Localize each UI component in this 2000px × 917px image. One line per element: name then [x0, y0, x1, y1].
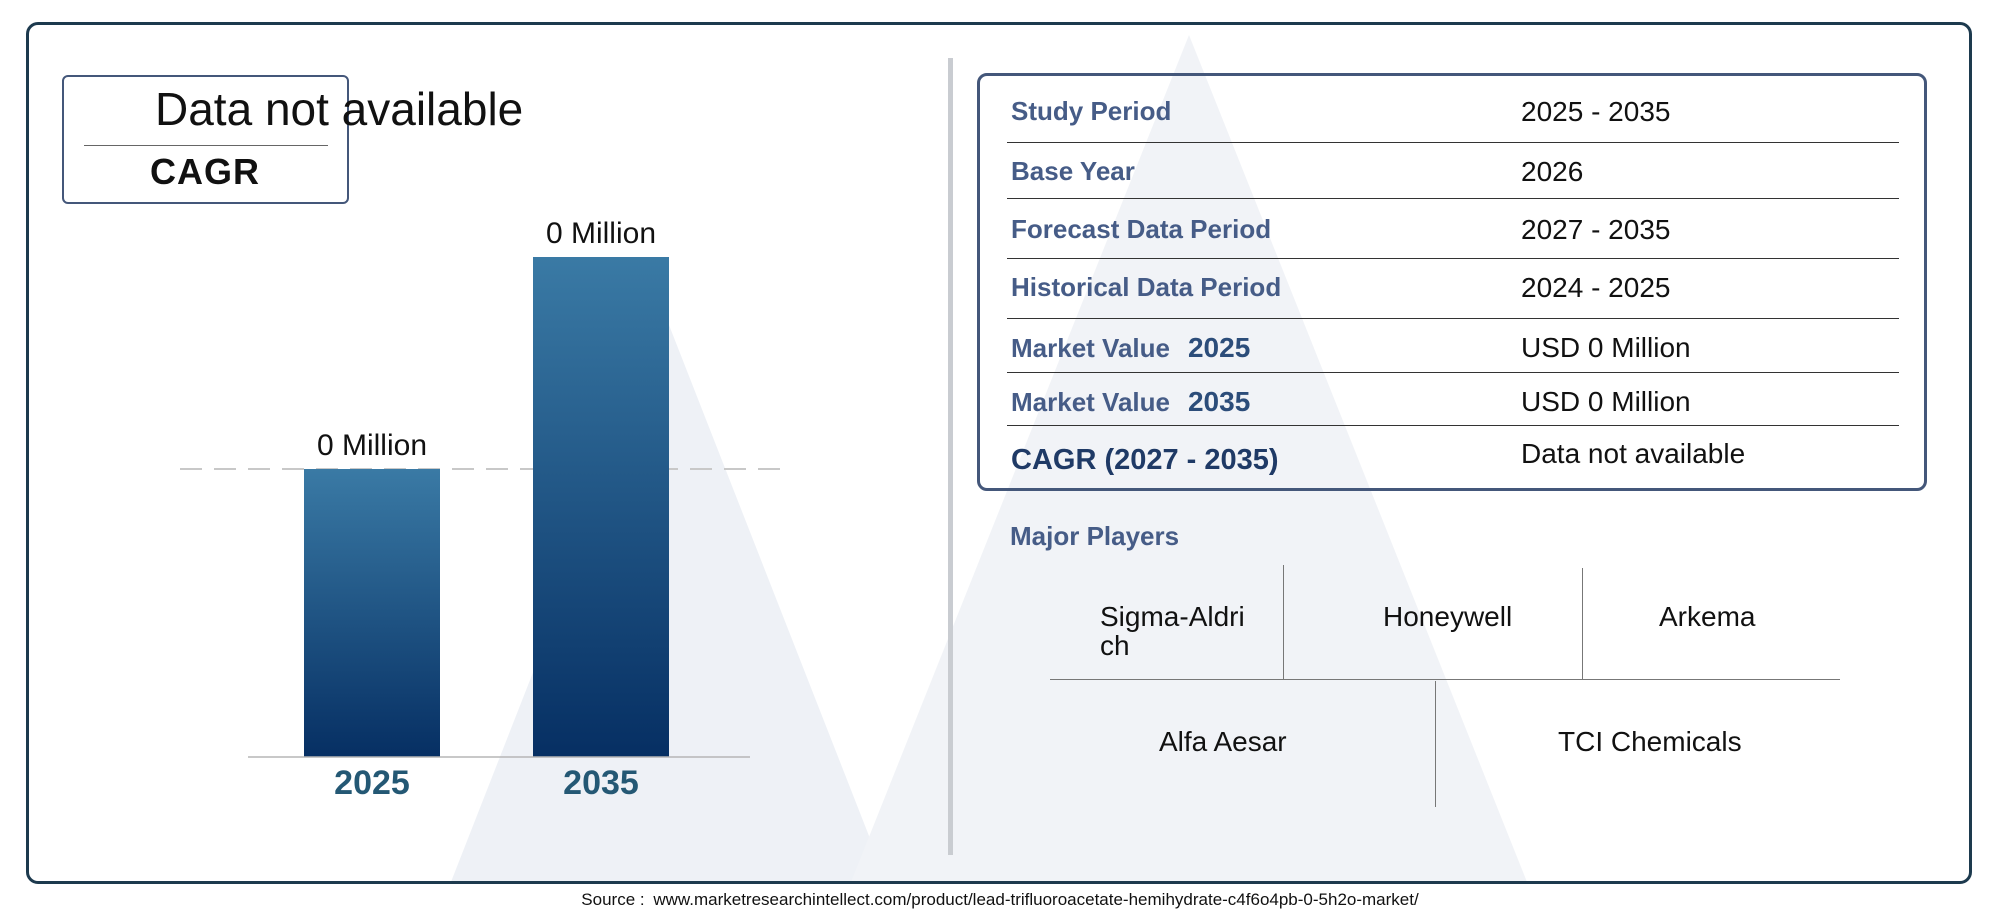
category-labels-group: 2025 2035	[334, 764, 639, 802]
player-honeywell: Honeywell	[1383, 601, 1513, 632]
vertical-divider	[948, 58, 953, 855]
grid-divider	[1283, 565, 1284, 679]
category-label-2035: 2035	[563, 764, 639, 802]
info-value: USD 0 Million	[1521, 386, 1691, 417]
player-sigma-aldrich: Sigma-Aldri ch	[1100, 601, 1245, 662]
bars-group	[304, 257, 669, 757]
info-value: Data not available	[1521, 438, 1746, 469]
grid-divider	[1582, 568, 1583, 679]
category-label-2025: 2025	[334, 764, 410, 802]
source-url: www.marketresearchintellect.com/product/…	[653, 890, 1419, 909]
info-row: CAGR (2027 - 2035) Data not available	[1007, 432, 1899, 475]
info-label-text: Forecast Data Period	[1011, 214, 1272, 244]
info-row: Historical Data Period 2024 - 2025	[1007, 266, 1899, 319]
bar-2035	[533, 257, 669, 757]
info-label-text: Market Value	[1011, 333, 1170, 363]
info-row: Base Year 2026	[1007, 150, 1899, 199]
source-footnote: Source : www.marketresearchintellect.com…	[0, 890, 2000, 910]
bar-2025	[304, 469, 440, 757]
grid-divider	[1050, 679, 1840, 680]
major-players-title: Major Players	[1010, 521, 1180, 551]
info-value: 2025 - 2035	[1521, 96, 1671, 127]
data-label-2025: 0 Million	[317, 429, 427, 462]
info-label-year: 2025	[1187, 332, 1251, 363]
cagr-divider	[84, 145, 328, 146]
data-labels-group: 0 Million 0 Million	[317, 217, 656, 462]
player-arkema: Arkema	[1659, 601, 1756, 632]
cagr-card	[62, 75, 349, 204]
source-prefix: Source :	[581, 890, 645, 909]
bar-chart: 0 Million 0 Million 2025 2035	[180, 217, 790, 802]
info-label: Historical Data Period	[1011, 274, 1281, 300]
info-label: CAGR (2027 - 2035)	[1011, 446, 1279, 475]
info-label: Study Period	[1011, 98, 1171, 124]
data-label-2035: 0 Million	[546, 217, 656, 250]
info-label: Market Value 2025	[1011, 334, 1250, 362]
player-alfa-aesar: Alfa Aesar	[1159, 726, 1287, 757]
info-value: USD 0 Million	[1521, 332, 1691, 363]
grid-divider	[1435, 681, 1436, 807]
info-row: Study Period 2025 - 2035	[1007, 90, 1899, 143]
info-label-text: CAGR (2027 - 2035)	[1011, 444, 1279, 476]
info-value: 2027 - 2035	[1521, 214, 1671, 245]
info-row: Forecast Data Period 2027 - 2035	[1007, 208, 1899, 259]
info-label: Base Year	[1011, 158, 1135, 184]
info-label-text: Historical Data Period	[1011, 272, 1282, 302]
info-label-year: 2035	[1187, 386, 1251, 417]
cagr-value: Data not available	[155, 83, 524, 135]
info-table-frame	[977, 73, 1927, 491]
info-label: Market Value 2035	[1011, 388, 1250, 416]
info-label-text: Market Value	[1011, 387, 1170, 417]
info-label-text: Base Year	[1011, 156, 1135, 186]
info-value: 2026	[1521, 156, 1584, 187]
info-row: Market Value 2035 USD 0 Million	[1007, 380, 1899, 426]
info-row: Market Value 2025 USD 0 Million	[1007, 326, 1899, 373]
info-label: Forecast Data Period	[1011, 216, 1271, 242]
cagr-label: CAGR	[150, 151, 260, 192]
player-tci-chemicals: TCI Chemicals	[1558, 726, 1742, 757]
info-label-text: Study Period	[1011, 96, 1172, 126]
info-value: 2024 - 2025	[1521, 272, 1671, 303]
